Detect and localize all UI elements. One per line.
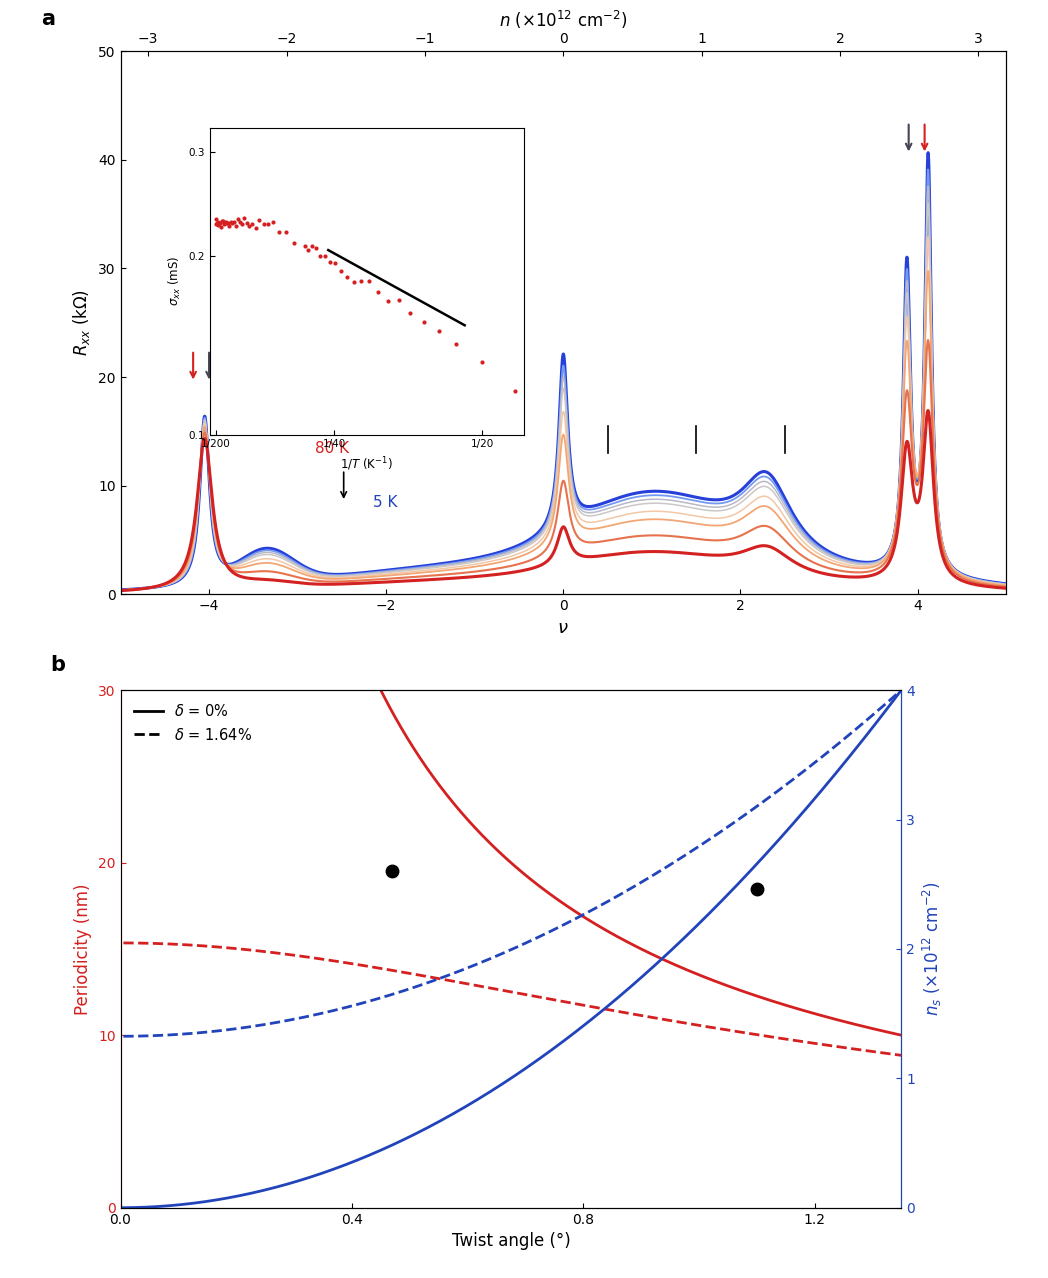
Point — [507, 381, 524, 401]
Point — [217, 211, 234, 231]
Point — [213, 216, 230, 236]
Point — [221, 216, 238, 236]
Point — [213, 211, 230, 231]
Point — [447, 334, 464, 354]
Y-axis label: $\sigma_{xx}$ (mS): $\sigma_{xx}$ (mS) — [167, 256, 182, 307]
Text: b: b — [50, 654, 65, 675]
Point — [208, 213, 224, 234]
Text: 80 K: 80 K — [315, 441, 349, 456]
Point — [312, 245, 329, 266]
Point — [234, 213, 250, 234]
Point — [339, 267, 355, 288]
Point — [214, 211, 231, 231]
Point — [225, 212, 242, 233]
Point — [209, 212, 225, 233]
Point — [260, 215, 277, 235]
Point — [353, 271, 370, 291]
Point — [285, 233, 302, 253]
Point — [346, 272, 363, 293]
Point — [211, 212, 227, 233]
X-axis label: $\nu$: $\nu$ — [558, 619, 569, 636]
Point — [230, 208, 246, 229]
Y-axis label: $R_{xx}$ (k$\Omega$): $R_{xx}$ (k$\Omega$) — [71, 289, 92, 357]
Point — [474, 351, 490, 372]
Point — [215, 213, 232, 234]
Y-axis label: Periodicity (nm): Periodicity (nm) — [74, 883, 92, 1015]
X-axis label: 1/$T$ (K$^{-1}$): 1/$T$ (K$^{-1}$) — [341, 455, 393, 473]
Point — [227, 216, 244, 236]
Legend: $\delta$ = 0%, $\delta$ = 1.64%: $\delta$ = 0%, $\delta$ = 1.64% — [128, 698, 259, 749]
Point — [308, 238, 325, 258]
Point — [370, 281, 387, 302]
Point — [216, 213, 233, 234]
Point — [402, 303, 419, 323]
Point — [270, 222, 287, 243]
Text: a: a — [41, 9, 54, 29]
Point — [224, 212, 241, 233]
Point — [322, 252, 339, 272]
Point — [247, 217, 264, 238]
Point — [297, 236, 313, 257]
Point — [300, 240, 316, 261]
Point — [265, 212, 282, 233]
Point — [236, 208, 253, 229]
Point — [379, 290, 396, 311]
X-axis label: $n$ ($\times$10$^{12}$ cm$^{-2}$): $n$ ($\times$10$^{12}$ cm$^{-2}$) — [499, 9, 628, 31]
Point — [232, 212, 248, 233]
Point — [212, 212, 228, 233]
Point — [238, 212, 255, 233]
Point — [241, 216, 258, 236]
Point — [256, 213, 272, 234]
Point — [430, 321, 446, 341]
Point — [332, 261, 349, 281]
Point — [252, 210, 268, 230]
Point — [362, 271, 378, 291]
X-axis label: Twist angle (°): Twist angle (°) — [452, 1232, 570, 1250]
Point — [244, 213, 261, 234]
Point — [316, 245, 333, 266]
Point — [222, 211, 239, 231]
Point — [219, 213, 236, 234]
Point — [327, 253, 344, 273]
Point — [208, 208, 224, 229]
Point — [390, 290, 407, 311]
Y-axis label: $n_s$ ($\times$10$^{12}$ cm$^{-2}$): $n_s$ ($\times$10$^{12}$ cm$^{-2}$) — [920, 882, 943, 1016]
Point — [220, 213, 237, 234]
Point — [304, 236, 321, 257]
Point — [210, 212, 226, 233]
Point — [210, 215, 226, 235]
Point — [278, 221, 294, 242]
Text: 5 K: 5 K — [373, 496, 397, 510]
Point — [415, 312, 432, 332]
